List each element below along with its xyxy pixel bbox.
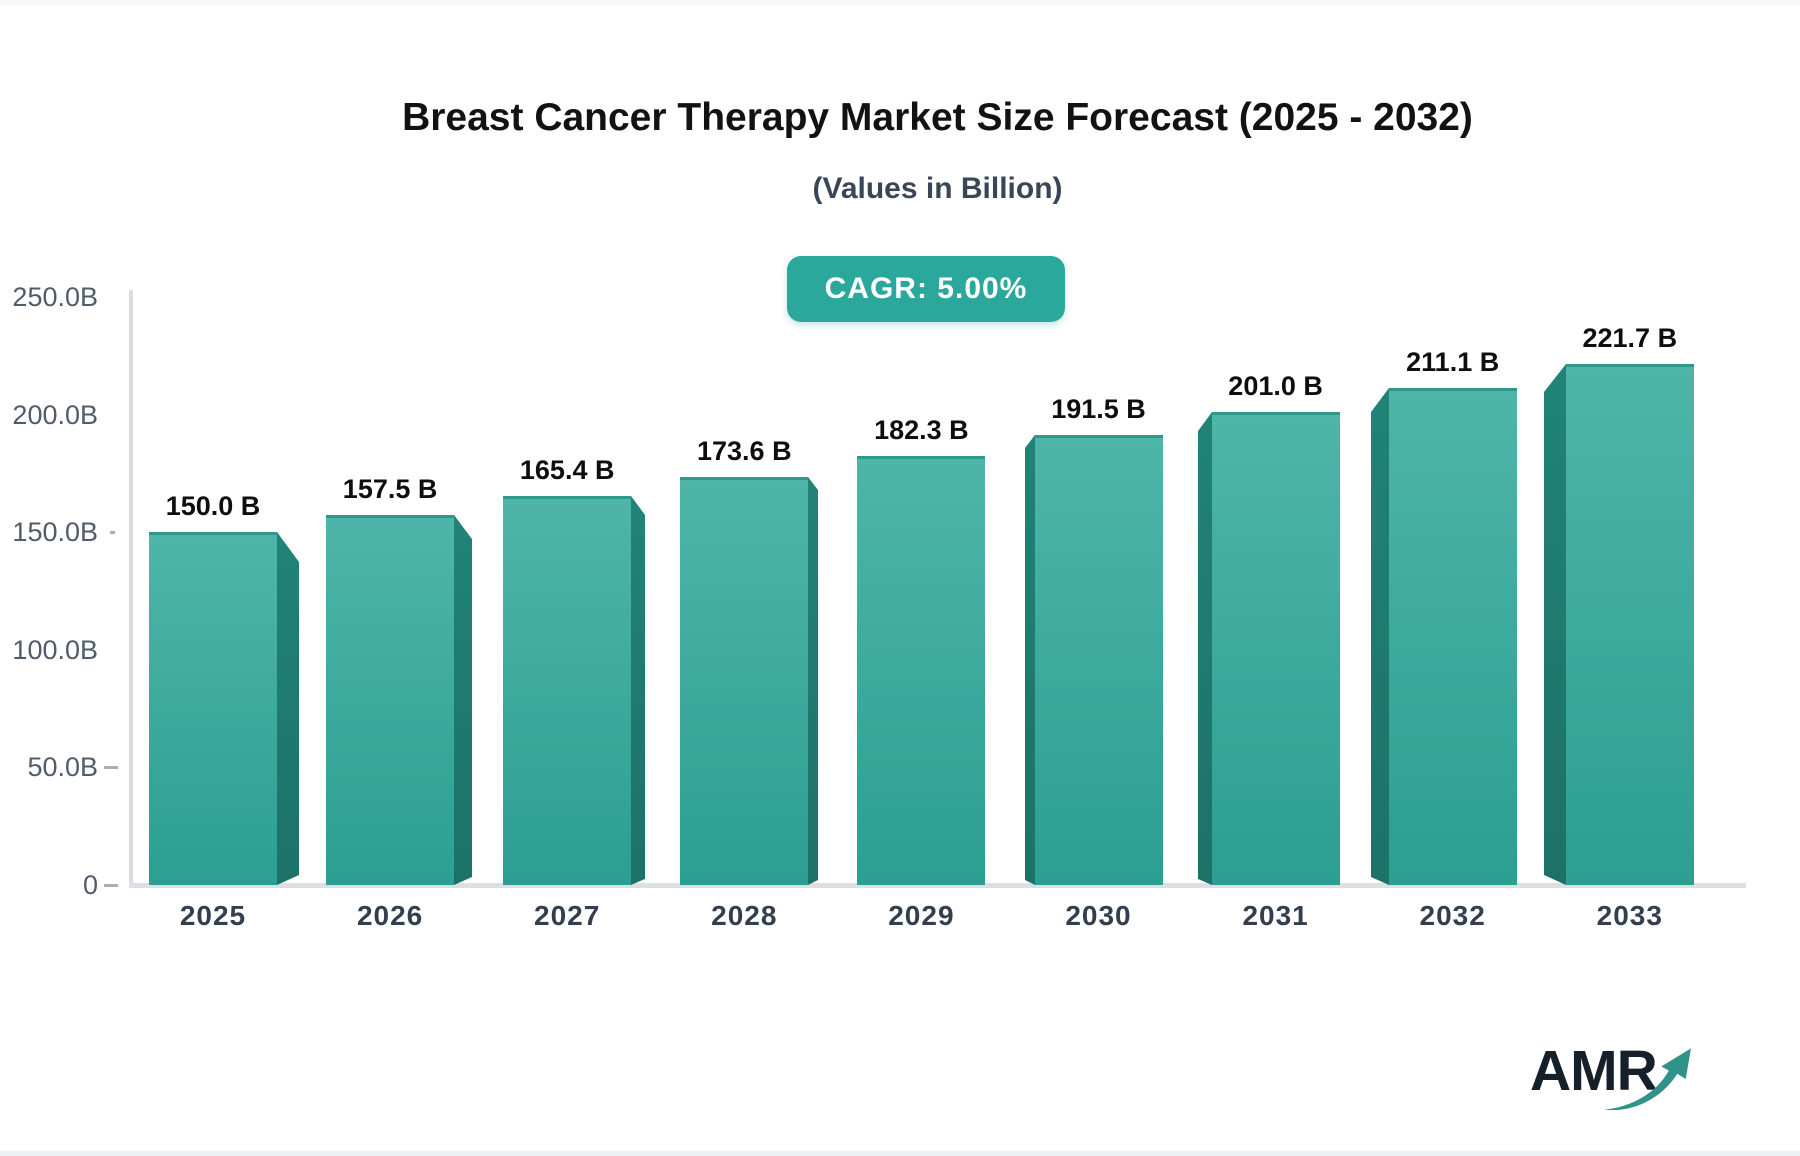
y-axis-tick-label: 150.0B: [12, 517, 98, 548]
x-axis-label: 2028: [711, 900, 778, 931]
y-axis-tick-mark: [104, 884, 118, 887]
bar-3d-side-face: [1198, 412, 1212, 885]
bar: [326, 515, 454, 885]
bar-value-label: 165.4 B: [519, 455, 615, 485]
bar-3d-side-face: [1544, 364, 1566, 885]
y-axis-tick-label: 250.0B: [12, 282, 98, 312]
amr-logo-text: AMR: [1530, 1039, 1658, 1103]
bar: [503, 496, 631, 885]
bar: [149, 532, 277, 885]
bar-value-label: 201.0 B: [1228, 371, 1323, 401]
bar-value-label: 157.5 B: [342, 474, 438, 504]
cagr-badge: CAGR: 5.00%: [787, 256, 1065, 322]
chart-subtitle: (Values in Billion): [812, 172, 1063, 205]
bar-value-label: 150.0 B: [165, 491, 261, 521]
x-axis-label: 2029: [888, 900, 955, 931]
x-axis-label: 2025: [179, 900, 247, 931]
bar: [857, 456, 985, 885]
y-axis-tick-label: 200.0B: [12, 399, 98, 430]
bar: [680, 477, 808, 885]
y-axis-line: [129, 290, 133, 888]
bar-value-label: 221.7 B: [1582, 323, 1678, 353]
bar-3d-side-face: [1371, 388, 1389, 885]
bar: [1389, 388, 1517, 885]
y-axis-tick-mark: [104, 766, 118, 770]
x-axis-label: 2032: [1419, 900, 1486, 931]
bar-3d-side-face: [277, 532, 299, 885]
bar-3d-side-face: [1025, 435, 1035, 885]
bar-3d-side-face: [808, 477, 818, 885]
amr-logo: AMR: [1522, 1030, 1742, 1130]
bar-value-label: 173.6 B: [697, 436, 792, 466]
bar: [1212, 412, 1340, 885]
x-axis-label: 2026: [356, 900, 424, 931]
y-axis-tick-mark: [110, 531, 115, 535]
chart-title: Breast Cancer Therapy Market Size Foreca…: [402, 96, 1473, 139]
trend-up-arrow-icon: [1604, 1048, 1691, 1111]
bar: [1035, 435, 1163, 885]
bar-3d-side-face: [631, 496, 645, 885]
bar-value-label: 191.5 B: [1051, 394, 1146, 424]
x-axis-label: 2027: [534, 900, 601, 931]
x-axis-label: 2031: [1242, 900, 1309, 931]
x-axis-label: 2030: [1065, 900, 1132, 931]
y-axis-tick-label: 0: [82, 870, 98, 900]
y-axis-tick-label: 50.0B: [27, 752, 98, 783]
y-axis-tick-label: 100.0B: [12, 634, 98, 665]
x-axis-baseline: [129, 883, 1746, 888]
cagr-badge-label: CAGR: 5.00%: [824, 272, 1028, 305]
x-axis-label: 2033: [1596, 900, 1663, 931]
bar-3d-side-face: [454, 515, 472, 885]
bar-value-label: 211.1 B: [1406, 347, 1500, 377]
bar-value-label: 182.3 B: [874, 415, 969, 445]
top-edge-strip: [0, 0, 1800, 5]
bar: [1566, 364, 1694, 885]
bottom-edge-strip: [0, 1151, 1800, 1156]
